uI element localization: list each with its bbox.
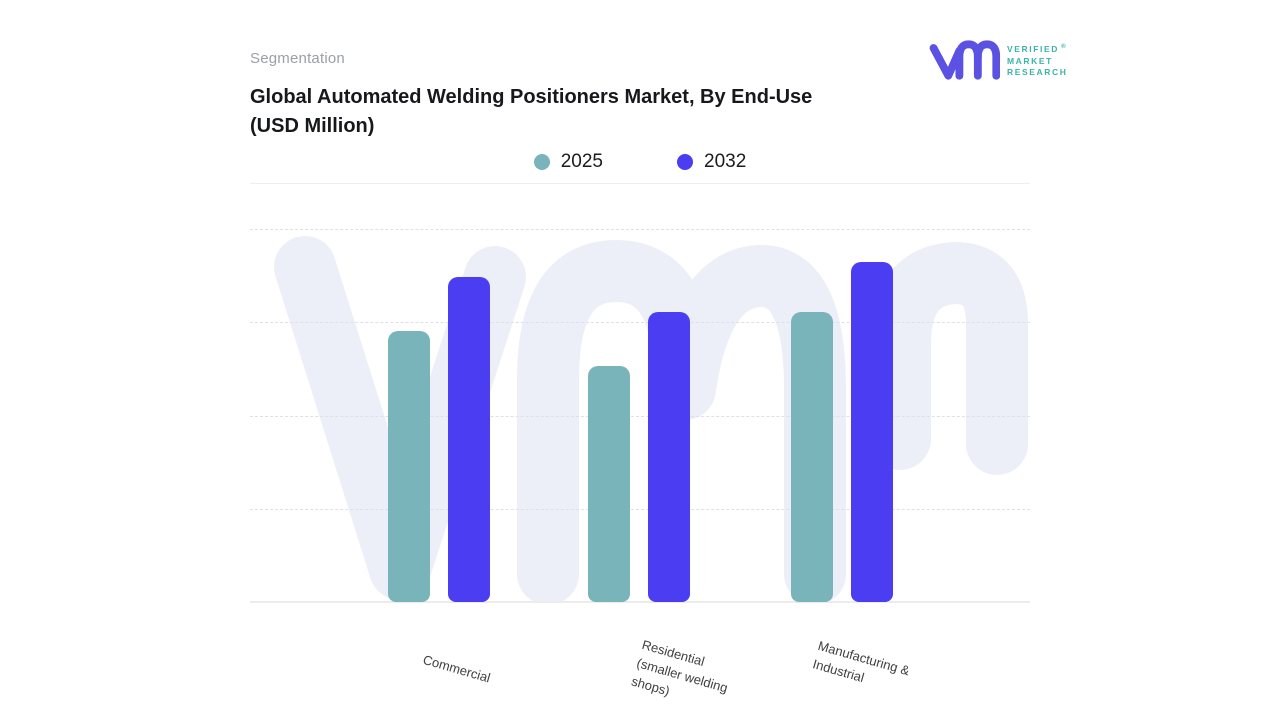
legend-separator-line xyxy=(250,183,1030,184)
legend-item-2032: 2032 xyxy=(677,151,746,173)
x-axis-label-commercial: Commercial xyxy=(421,650,493,687)
bar-2032-1 xyxy=(648,312,691,602)
title-line-1: Global Automated Welding Positioners Mar… xyxy=(250,86,813,108)
logo-word-verified-text: VERIFIED xyxy=(1007,44,1060,55)
bar-2032-2 xyxy=(851,262,894,602)
title-line-2: (USD Million) xyxy=(250,115,375,137)
chart-legend: 2025 2032 xyxy=(250,149,1030,175)
x-axis-line xyxy=(250,601,1030,603)
logo-wordmark: VERIFIED ® MARKET RESEARCH xyxy=(1007,41,1068,79)
gridline xyxy=(250,416,1030,417)
bar-2025-1 xyxy=(588,366,631,602)
gridline xyxy=(250,322,1030,323)
logo-word-verified: VERIFIED ® xyxy=(1007,41,1068,56)
bar-2032-0 xyxy=(447,277,490,602)
gridline xyxy=(250,509,1030,510)
registered-trademark-icon: ® xyxy=(1061,43,1066,51)
legend-swatch-2025 xyxy=(533,154,550,170)
bar-2025-0 xyxy=(387,331,430,602)
legend-item-2025: 2025 xyxy=(533,151,603,173)
bar-2025-2 xyxy=(791,312,834,602)
x-axis-label-residential: Residential (smaller welding shops) xyxy=(629,635,735,716)
logo-word-market: MARKET xyxy=(1007,55,1053,66)
vmr-monogram-icon xyxy=(929,40,1000,80)
legend-swatch-2032 xyxy=(677,154,693,170)
legend-label-2025: 2025 xyxy=(560,151,603,172)
legend-label-2032: 2032 xyxy=(704,151,747,172)
x-axis-label-manufacturing: Manufacturing & Industrial xyxy=(811,636,912,699)
x-axis-label-line: Commercial xyxy=(421,651,493,686)
gridline xyxy=(250,229,1030,230)
logo-word-research: RESEARCH xyxy=(1007,67,1068,78)
page-title: Global Automated Welding Positioners Mar… xyxy=(250,83,910,141)
plot-area xyxy=(250,229,1030,603)
eyebrow-label: Segmentation xyxy=(250,50,345,67)
vmr-logo: VERIFIED ® MARKET RESEARCH xyxy=(928,36,1068,84)
